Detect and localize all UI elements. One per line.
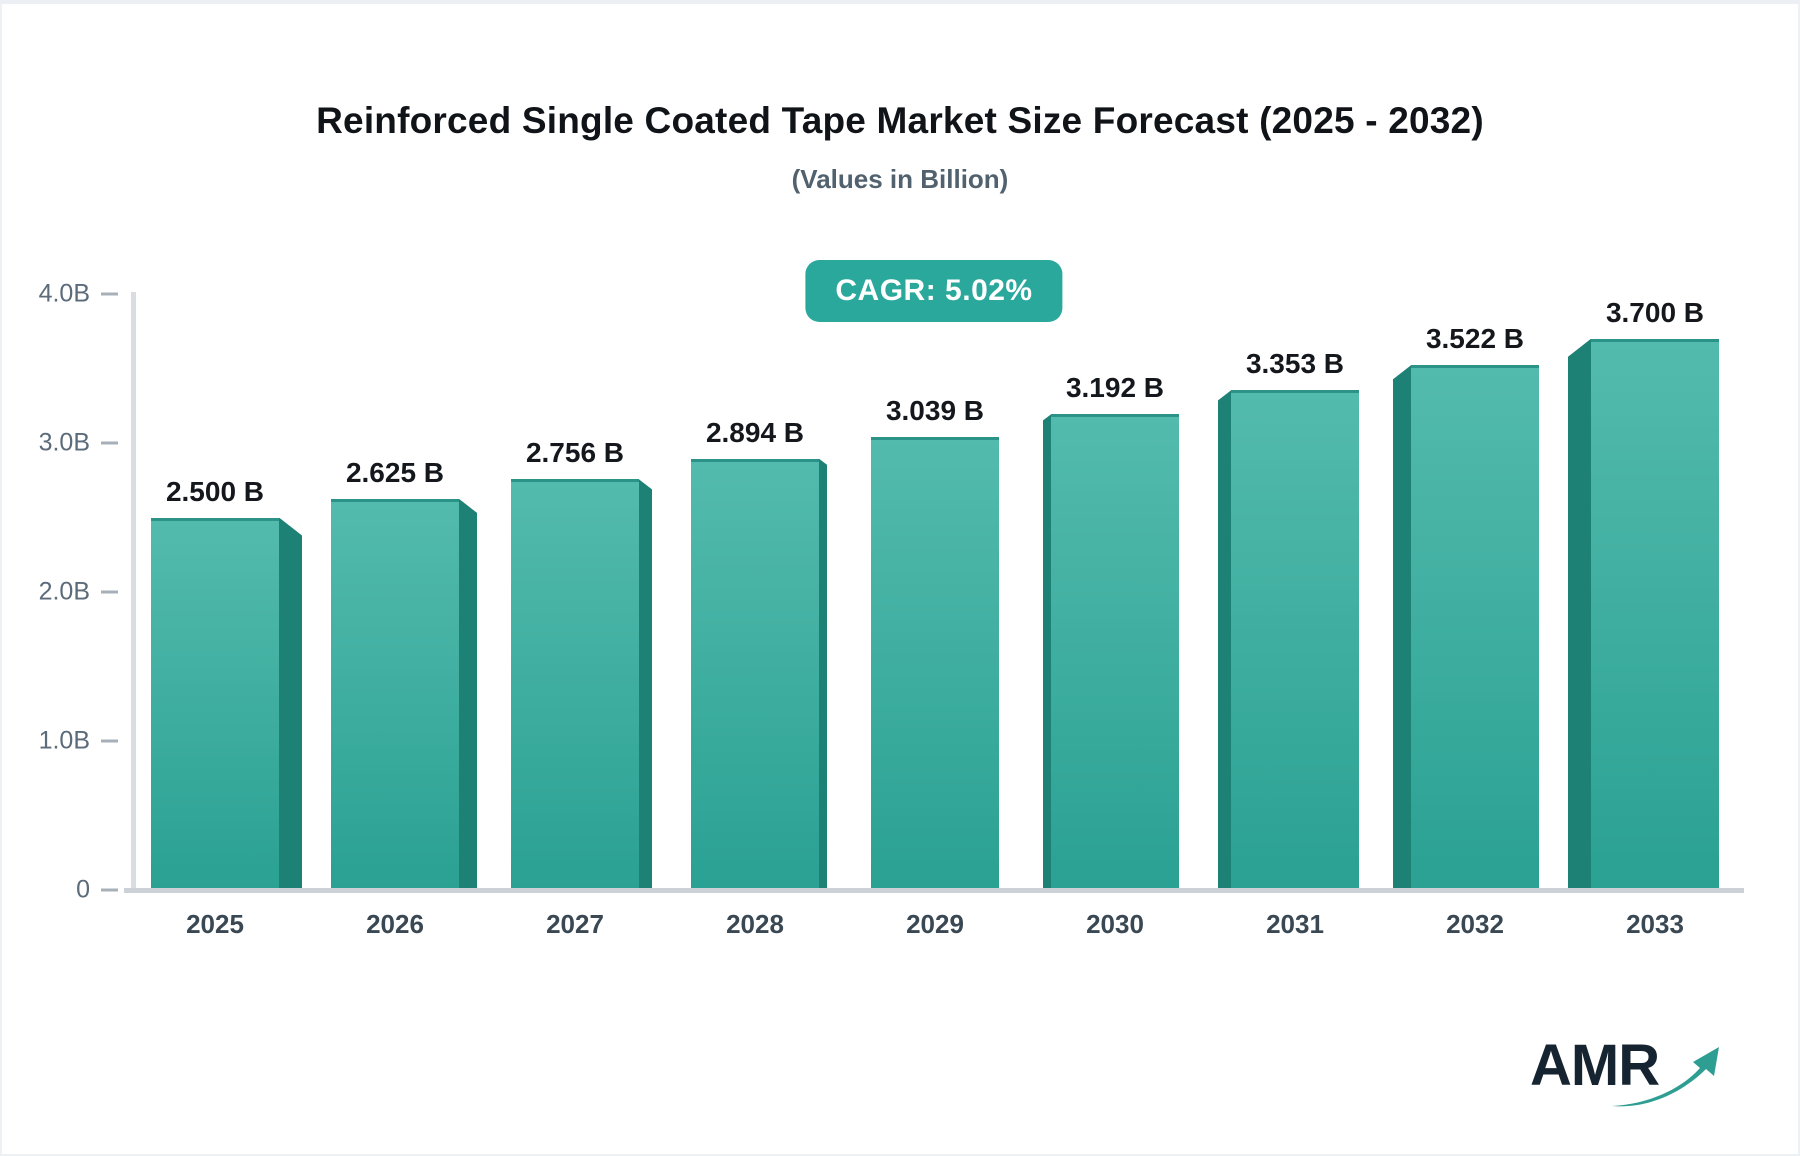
- bar-value-label-2029: 3.039 B: [885, 395, 985, 427]
- x-axis-label-2028: 2028: [726, 909, 784, 939]
- bar-side-face-2033: [1568, 338, 1591, 888]
- bar-2026: [331, 498, 459, 888]
- x-axis-label-2029: 2029: [906, 909, 964, 939]
- x-axis-label-2025: 2025: [186, 909, 244, 939]
- bar-side-face-2032: [1393, 365, 1411, 888]
- bar-value-label-2026: 2.625 B: [345, 456, 445, 488]
- x-axis-label-2032: 2032: [1446, 909, 1504, 939]
- bar-value-label-2025: 2.500 B: [165, 475, 265, 507]
- bar-side-face-2028: [819, 458, 827, 888]
- bar-2028: [691, 458, 819, 888]
- bar-2027: [511, 479, 639, 888]
- bar-2032: [1411, 365, 1539, 888]
- x-axis-baseline: [124, 888, 1744, 893]
- y-tick-mark: [101, 292, 118, 296]
- y-tick-mark: [101, 888, 118, 892]
- bar-side-face-2026: [459, 498, 477, 888]
- bar-value-label-2032: 3.522 B: [1425, 323, 1525, 355]
- bar-value-label-2027: 2.756 B: [525, 437, 625, 469]
- x-axis-label-2031: 2031: [1266, 909, 1324, 939]
- bar-side-face-2027: [639, 479, 652, 888]
- bar-2033: [1591, 338, 1719, 888]
- amr-logo: AMR: [1530, 1036, 1730, 1116]
- bar-value-label-2028: 2.894 B: [705, 416, 805, 448]
- chart-subtitle: (Values in Billion): [791, 164, 1009, 194]
- growth-arrow-icon: [1612, 1047, 1719, 1107]
- bar-2029: [871, 437, 999, 888]
- y-tick-label: 2.0B: [38, 577, 90, 606]
- chart-title: Reinforced Single Coated Tape Market Siz…: [316, 100, 1484, 141]
- bar-side-face-2025: [279, 517, 302, 888]
- y-tick-label: 1.0B: [38, 726, 90, 755]
- y-tick-label: 4.0B: [38, 279, 90, 308]
- x-axis-label-2033: 2033: [1626, 909, 1684, 939]
- x-axis-label-2027: 2027: [546, 909, 604, 939]
- bar-2031: [1231, 390, 1359, 888]
- y-tick-mark: [101, 739, 118, 743]
- y-tick-mark: [101, 441, 118, 445]
- y-axis-line: [131, 292, 136, 893]
- bar-value-label-2031: 3.353 B: [1245, 348, 1345, 380]
- y-tick-label: 0: [76, 875, 90, 904]
- bar-value-label-2030: 3.192 B: [1065, 372, 1165, 404]
- bar-side-face-2030: [1043, 414, 1051, 888]
- plot-area: 0 1.0B 2.0B 3.0B 4.0B 2.500 B 2025 2.625 B 2026…: [2, 4, 1798, 1154]
- bar-side-face-2031: [1218, 390, 1231, 888]
- bar-2030: [1051, 414, 1179, 888]
- amr-logo-text: AMR: [1530, 1033, 1660, 1098]
- y-tick-label: 3.0B: [38, 428, 90, 457]
- x-axis-label-2026: 2026: [366, 909, 424, 939]
- y-tick-mark: [101, 590, 118, 594]
- x-axis-label-2030: 2030: [1086, 909, 1144, 939]
- cagr-badge: CAGR: 5.02%: [805, 260, 1063, 322]
- bar-value-label-2033: 3.700 B: [1605, 296, 1705, 328]
- bar-2025: [151, 517, 279, 888]
